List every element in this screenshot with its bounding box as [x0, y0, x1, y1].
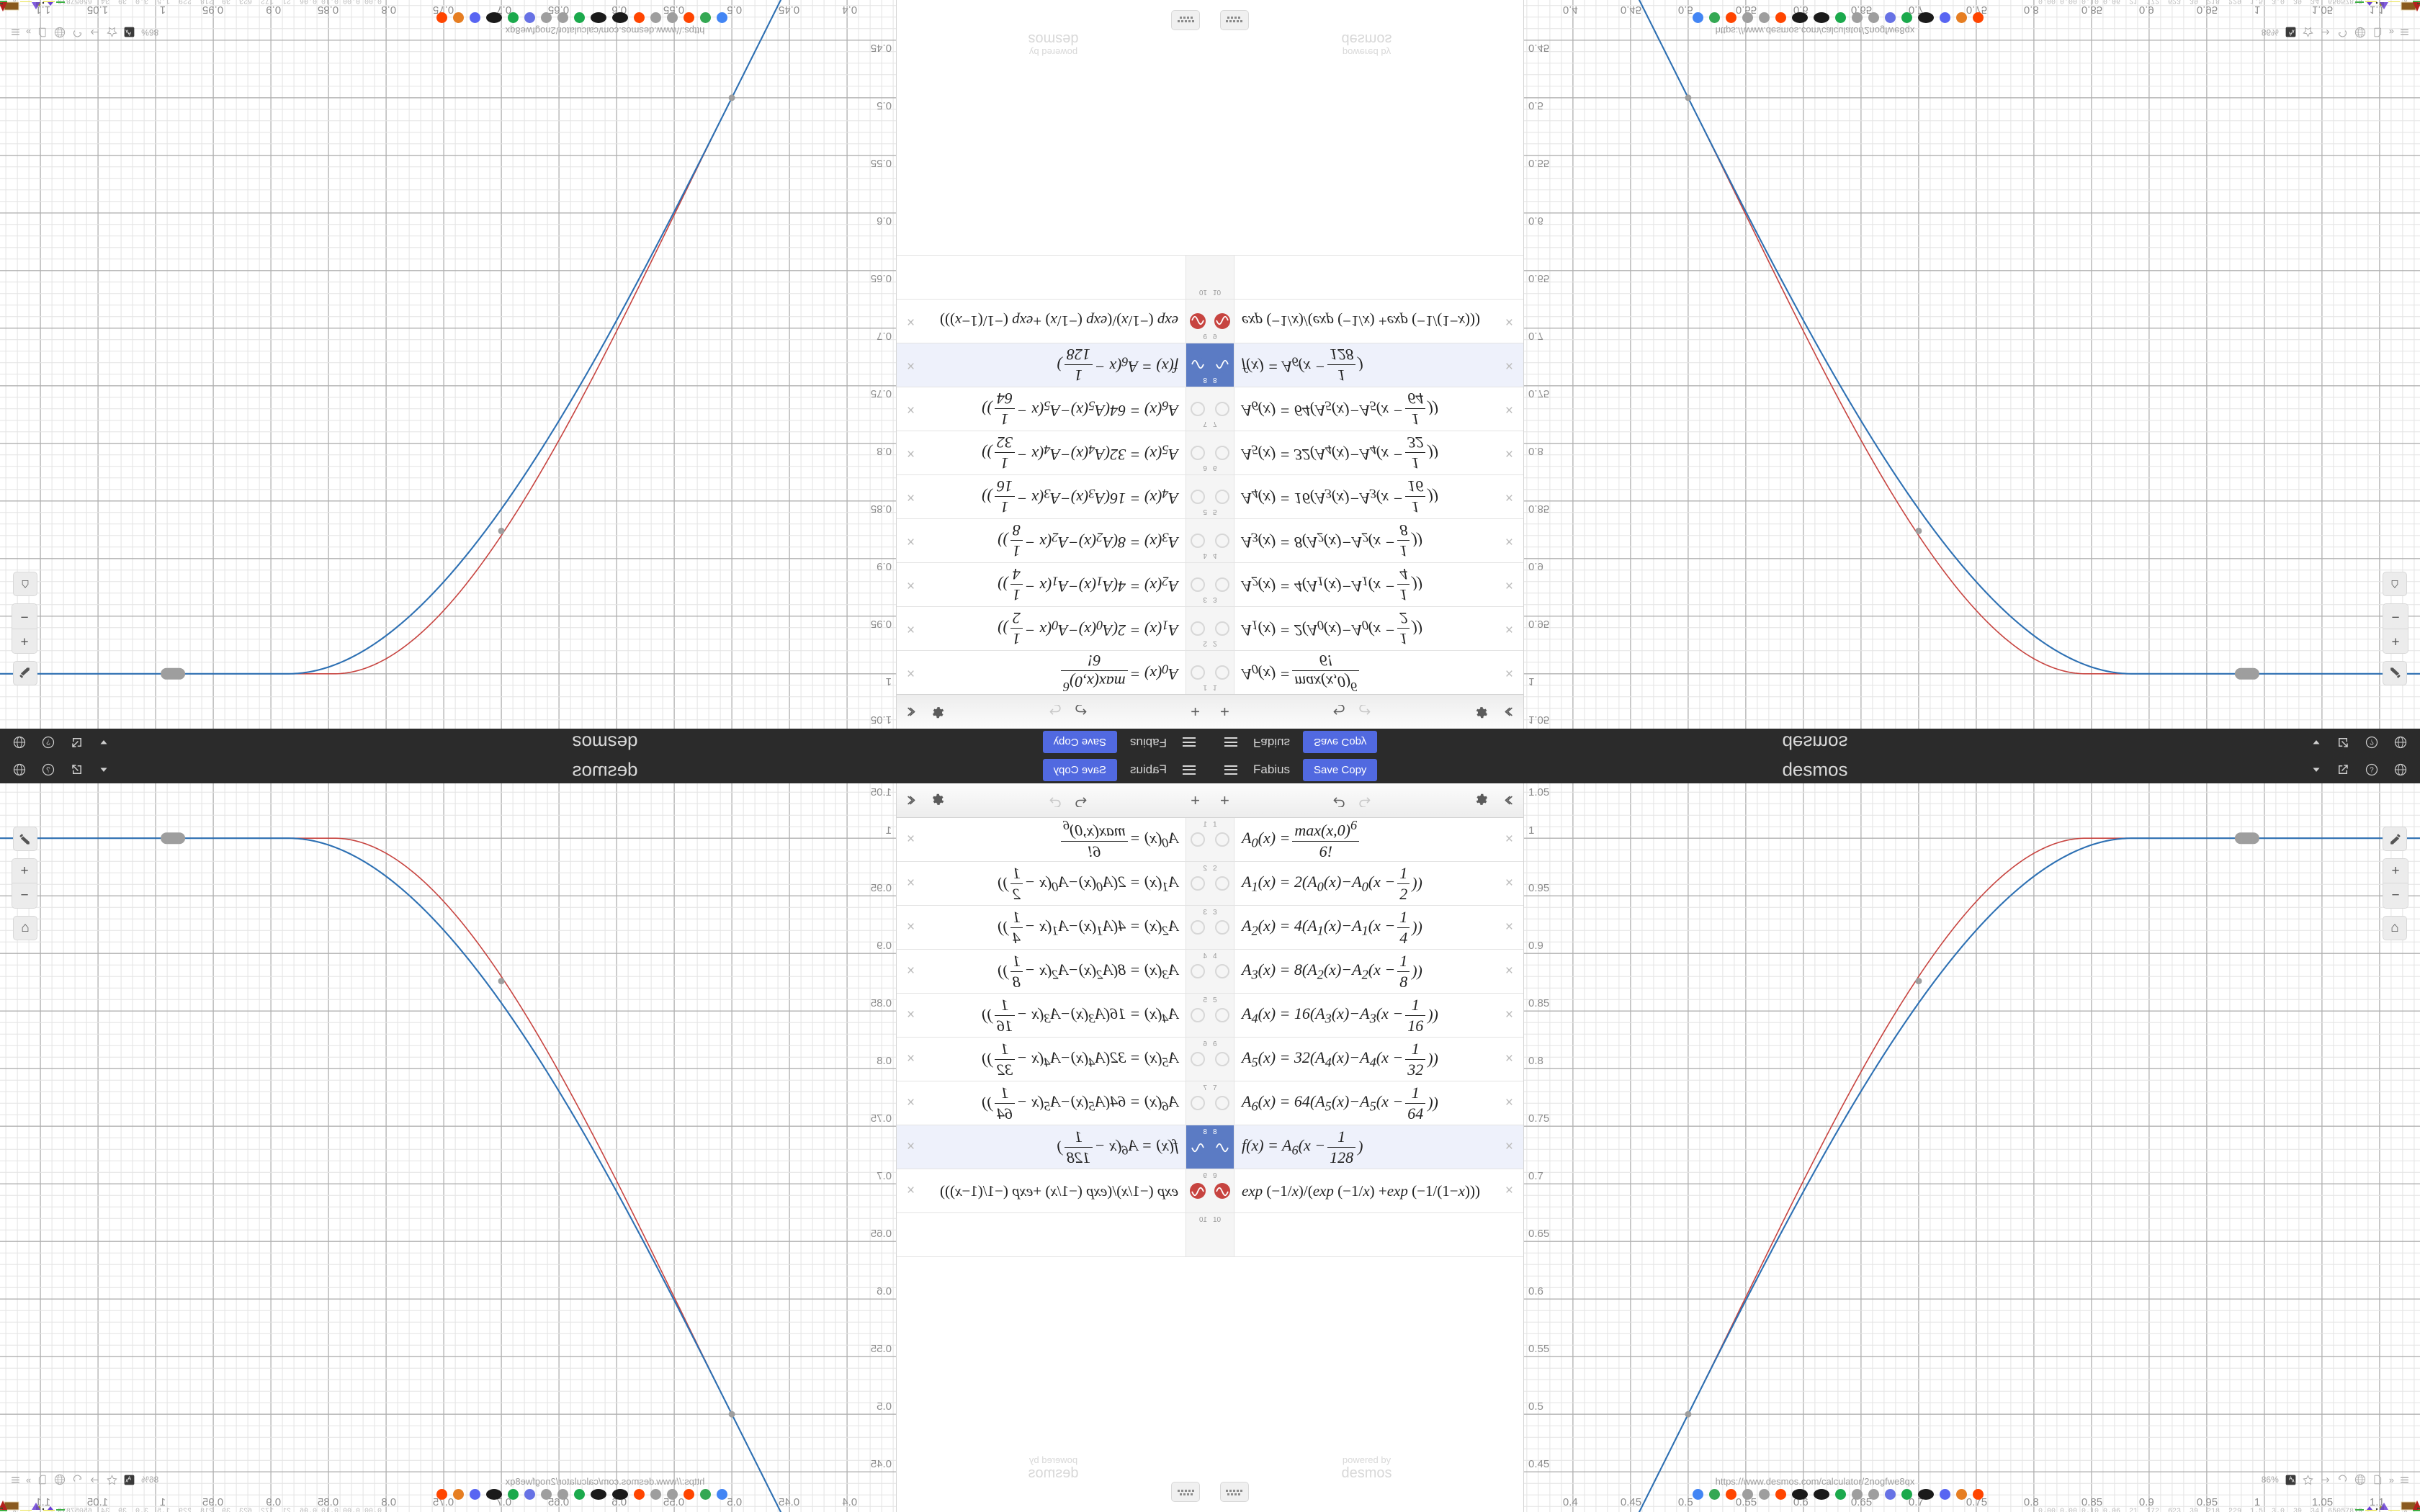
svg-text:A: A — [2289, 1476, 2293, 1481]
svg-text:A: A — [2289, 31, 2293, 36]
svg-text:A: A — [127, 31, 131, 36]
svg-text:?: ? — [2370, 766, 2374, 774]
svg-text:?: ? — [2370, 738, 2374, 746]
svg-text:?: ? — [46, 766, 50, 774]
svg-text:A: A — [127, 1476, 131, 1481]
svg-text:?: ? — [46, 738, 50, 746]
